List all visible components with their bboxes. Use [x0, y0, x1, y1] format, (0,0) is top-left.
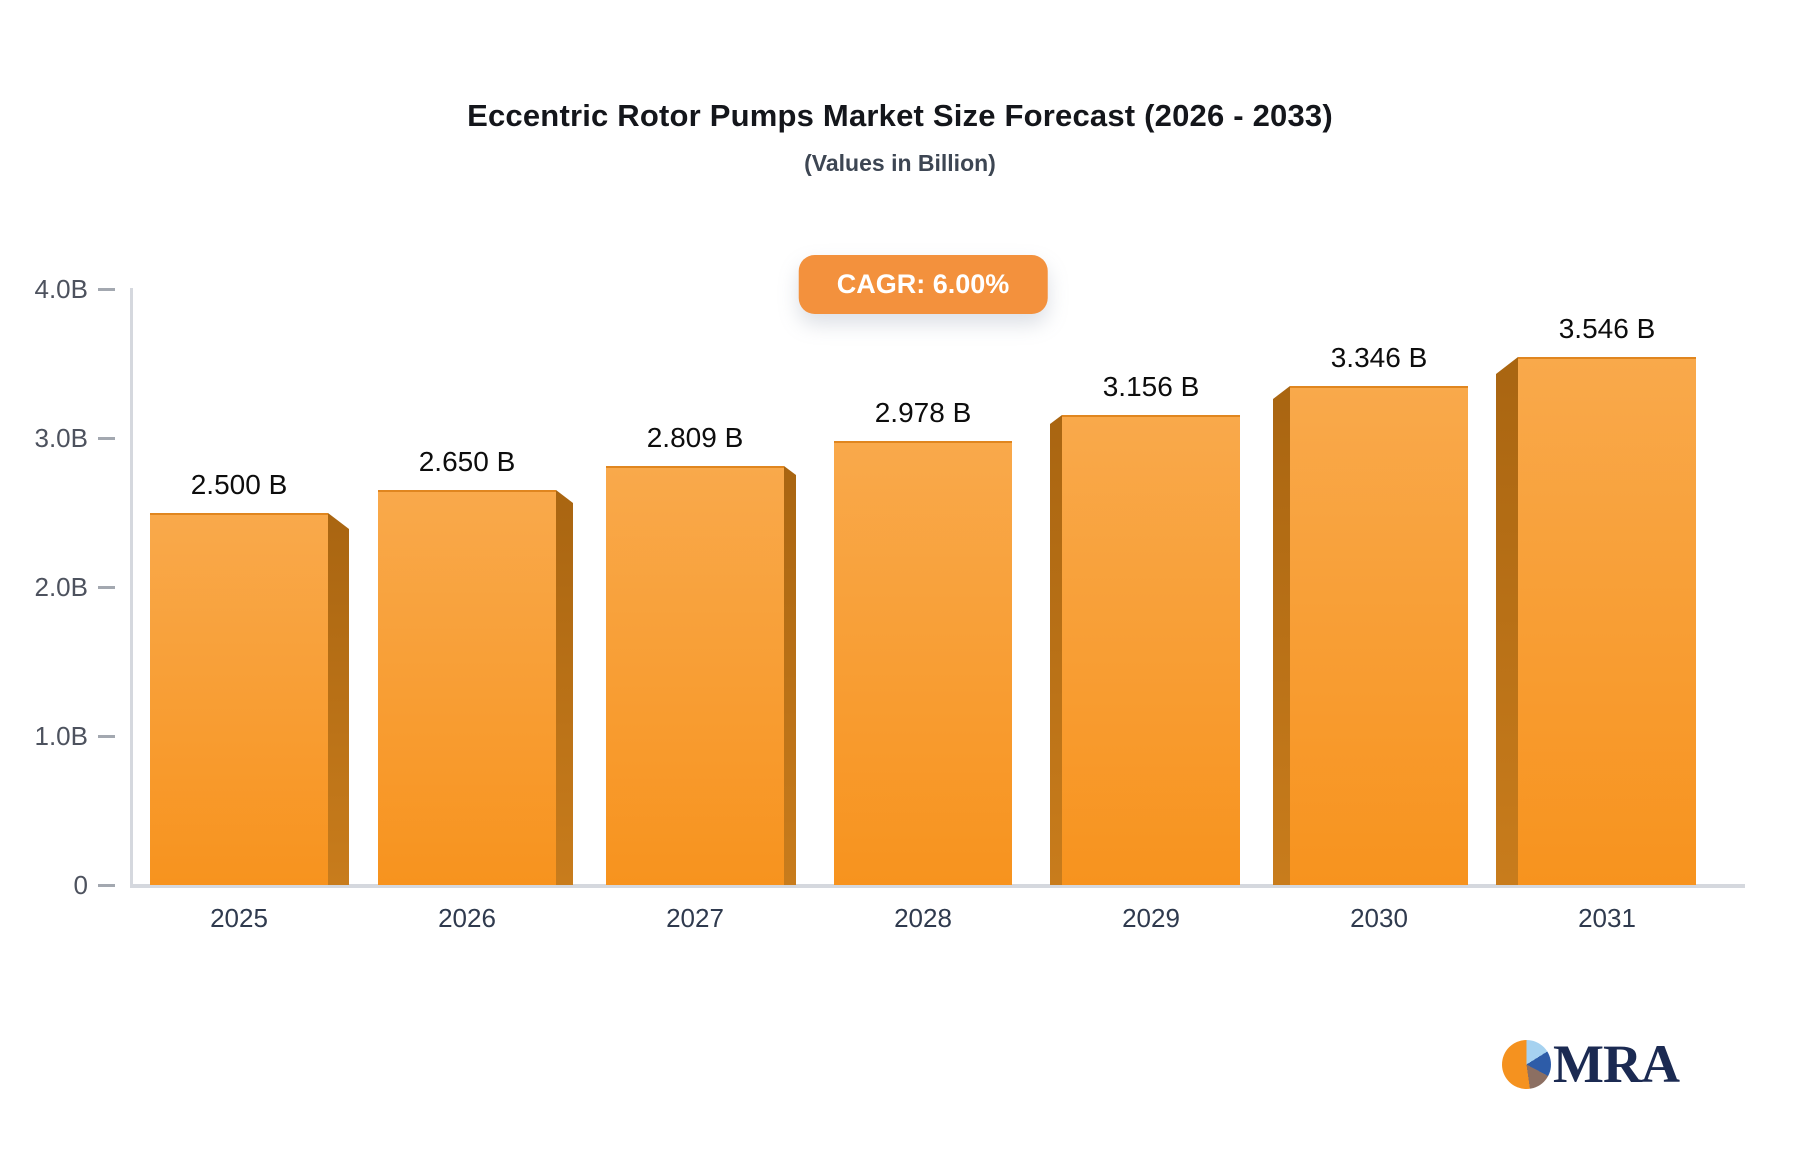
bar-value-2030: 3.346 B [1330, 342, 1428, 373]
bar-2025 [150, 513, 328, 885]
bar-value-2028: 2.978 B [874, 397, 972, 428]
pie-chart-logo-icon [1502, 1040, 1551, 1089]
x-axis-label-2026: 2026 [438, 903, 496, 933]
y-tick-3.0B [98, 437, 115, 440]
bar-value-2031: 3.546 B [1558, 313, 1656, 344]
x-axis-label-2029: 2029 [1122, 903, 1180, 933]
bar-value-2026: 2.650 B [418, 446, 516, 477]
x-axis-label-2028: 2028 [894, 903, 952, 933]
bar-2029 [1062, 415, 1240, 885]
bar-2027-3d-side [784, 466, 796, 885]
bar-value-2027: 2.809 B [646, 422, 744, 453]
bar-2028 [834, 441, 1012, 885]
x-axis-baseline [130, 884, 1745, 888]
bar-2029-3d-side [1050, 415, 1062, 885]
chart-subtitle: (Values in Billion) [804, 150, 996, 176]
y-tick-label-4.0B: 4.0B [34, 274, 89, 304]
bar-2030-3d-side [1273, 386, 1290, 885]
bar-2026-3d-side [556, 490, 573, 885]
bar-2030 [1290, 386, 1468, 885]
x-axis-label-2030: 2030 [1350, 903, 1408, 933]
x-axis-label-2025: 2025 [210, 903, 268, 933]
y-tick-label-3.0B: 3.0B [34, 423, 89, 453]
x-axis-label-2031: 2031 [1578, 903, 1636, 933]
bar-2031 [1518, 357, 1696, 885]
bar-2025-3d-side [328, 513, 349, 885]
y-tick-label-0: 0 [73, 870, 88, 900]
x-axis-label-2027: 2027 [666, 903, 724, 933]
bar-2026 [378, 490, 556, 885]
mra-logo-text: MRA [1553, 1034, 1680, 1094]
bar-2031-3d-side [1496, 357, 1518, 885]
y-tick-0 [98, 884, 115, 887]
y-axis-line [130, 288, 133, 887]
y-tick-2.0B [98, 586, 115, 589]
bar-value-2025: 2.500 B [190, 469, 288, 500]
mra-logo: MRA [1502, 1034, 1680, 1094]
chart-title: Eccentric Rotor Pumps Market Size Foreca… [467, 98, 1333, 133]
cagr-badge: CAGR: 6.00% [798, 255, 1048, 314]
y-tick-label-2.0B: 2.0B [34, 572, 89, 602]
bar-2027 [606, 466, 784, 885]
y-tick-4.0B [98, 288, 115, 291]
y-tick-1.0B [98, 735, 115, 738]
bar-value-2029: 3.156 B [1102, 371, 1200, 402]
y-tick-label-1.0B: 1.0B [34, 721, 89, 751]
